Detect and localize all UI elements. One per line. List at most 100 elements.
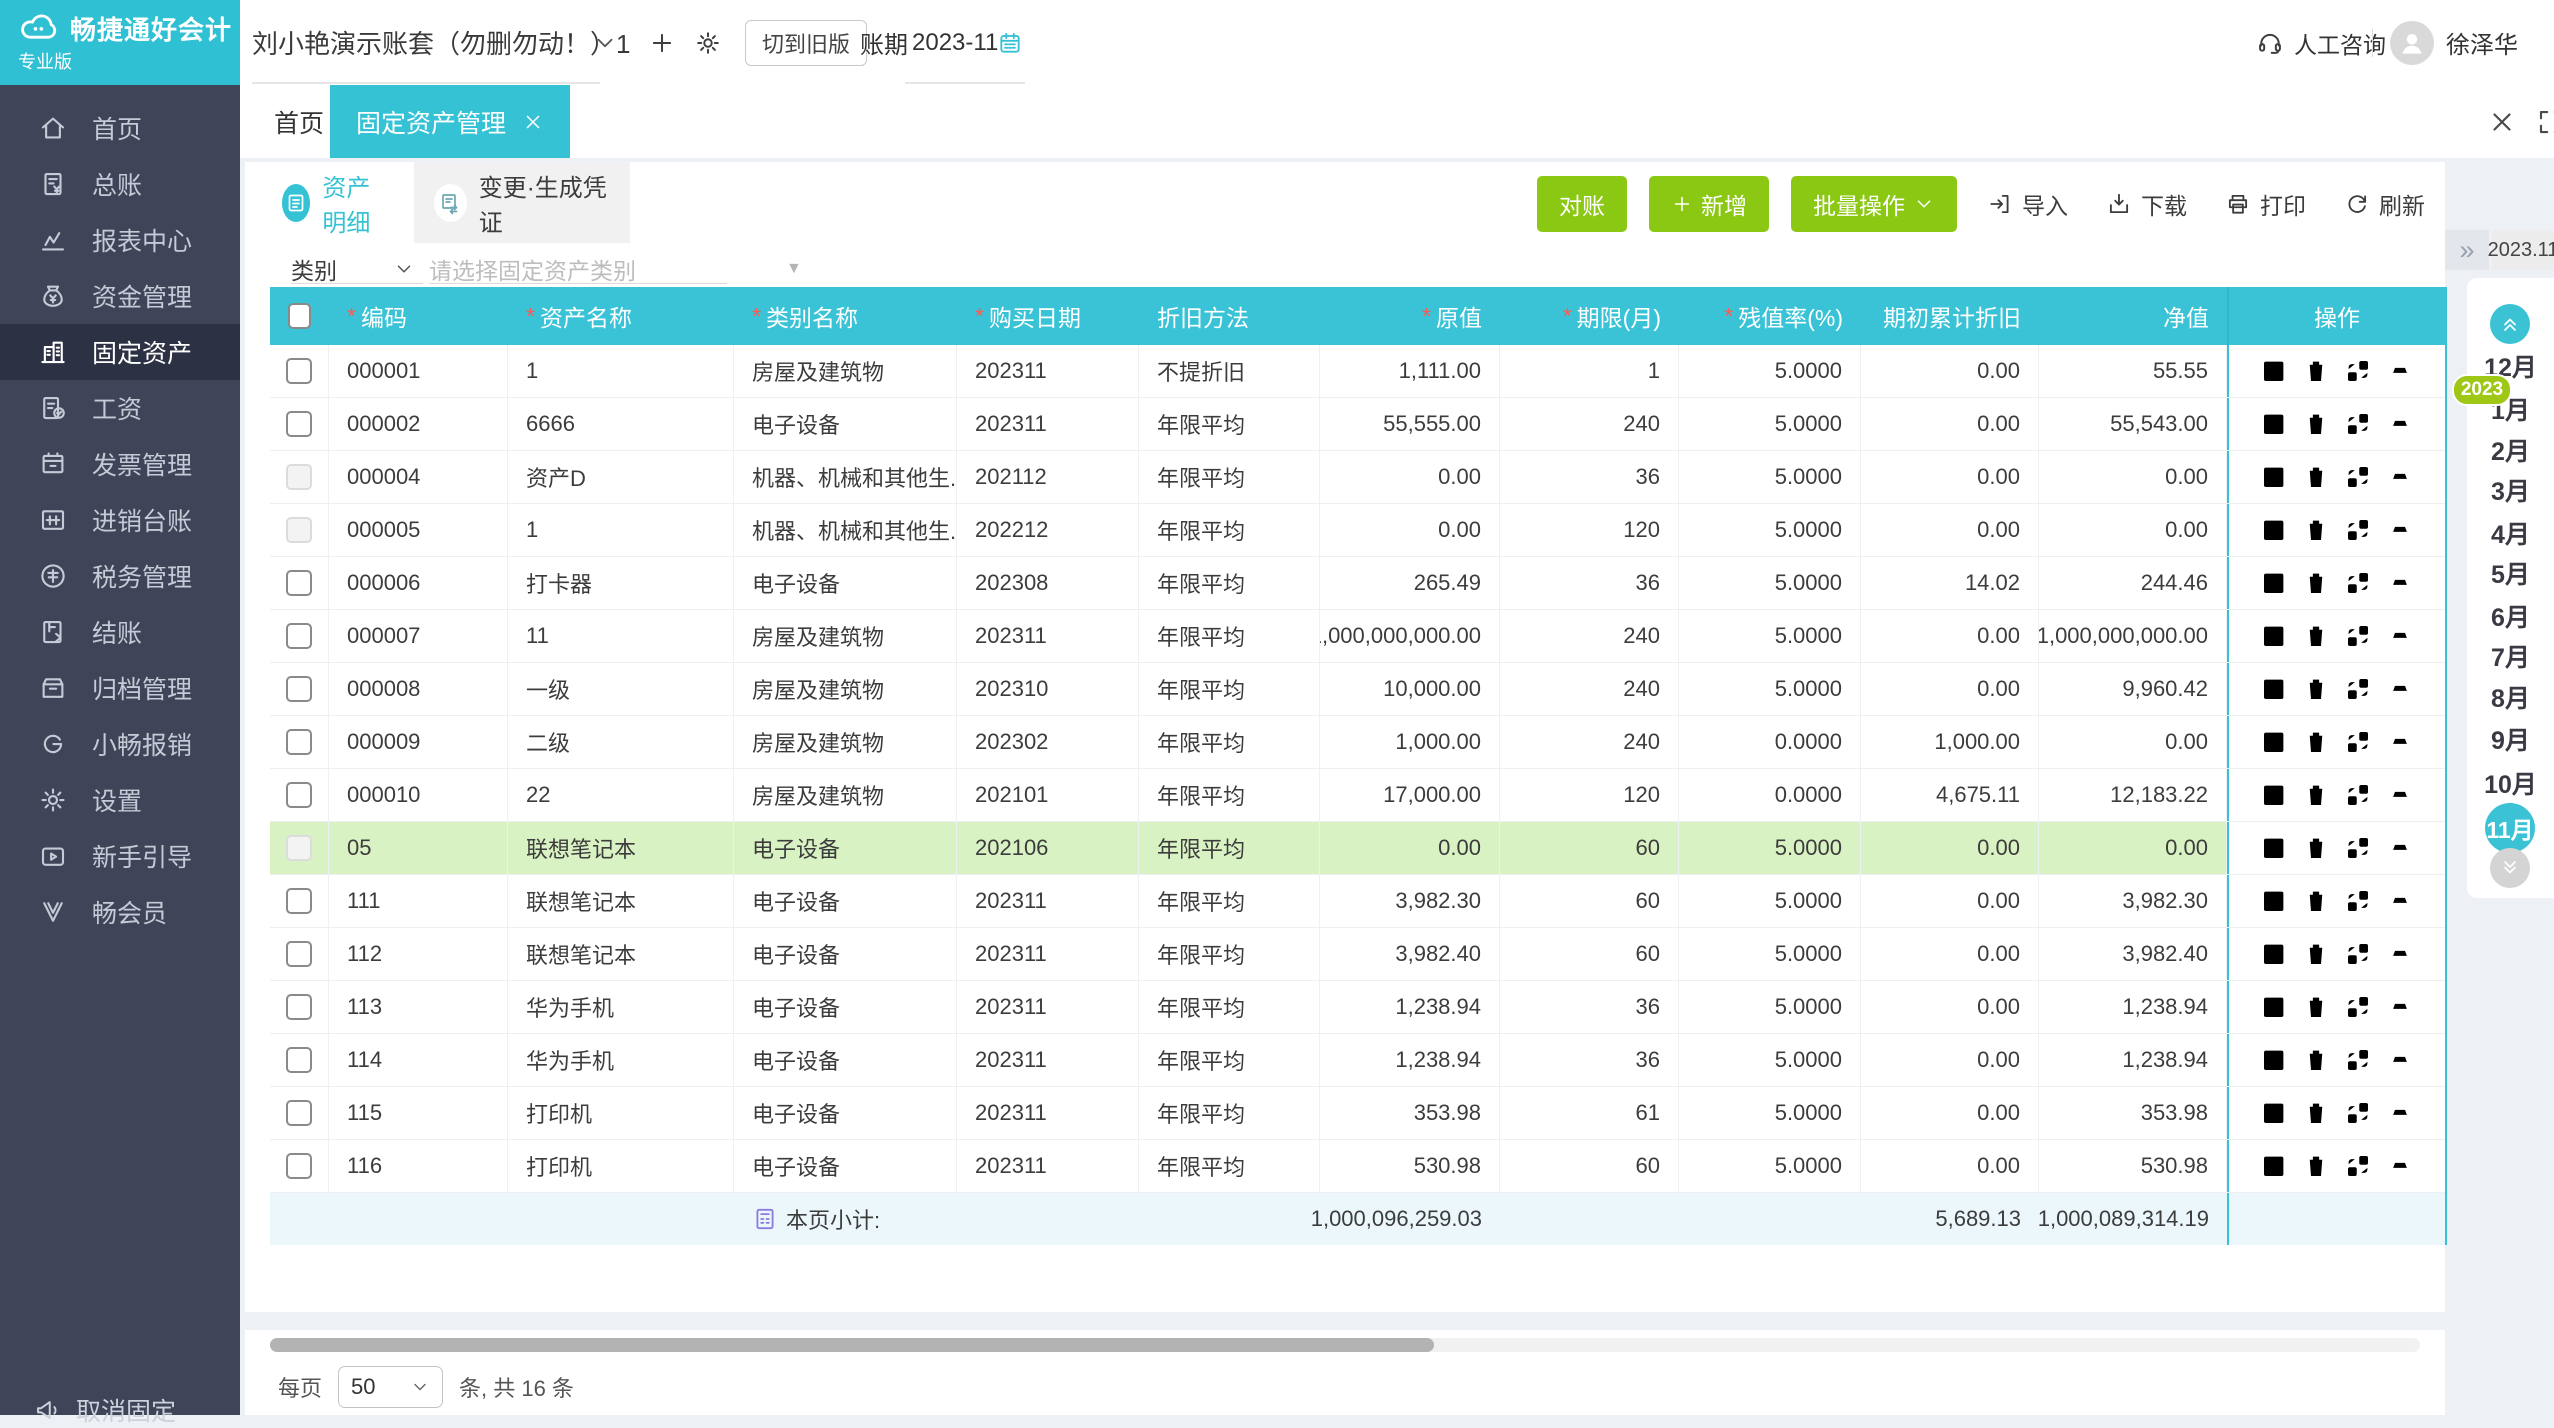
subtab-asset-detail[interactable]: 资产明细 — [262, 162, 414, 243]
period-selector[interactable]: 2023-11 — [912, 0, 998, 85]
row-checkbox[interactable] — [286, 411, 312, 437]
category-value-select[interactable]: 请选择固定资产类别 ▼ — [429, 252, 802, 286]
month-item[interactable]: 4月 — [2491, 521, 2530, 549]
sidebar-item-purchase-sales[interactable]: 进销台账 — [0, 492, 240, 548]
cell-net: 244.46 — [2039, 557, 2227, 609]
reconcile-button[interactable]: 对账 — [1537, 176, 1627, 232]
edit-action-icon[interactable] — [2257, 1043, 2291, 1077]
sidebar-item-archive[interactable]: 归档管理 — [0, 660, 240, 716]
account-selector[interactable]: 刘小艳演示账套（勿删勿动！）1 — [252, 0, 630, 85]
edit-action-icon[interactable] — [2257, 407, 2291, 441]
row-checkbox[interactable] — [286, 941, 312, 967]
close-tab-icon[interactable] — [522, 111, 544, 133]
edit-action-icon[interactable] — [2257, 884, 2291, 918]
edit-action-icon[interactable] — [2257, 672, 2291, 706]
row-checkbox[interactable] — [286, 570, 312, 596]
row-checkbox[interactable] — [286, 888, 312, 914]
row-checkbox[interactable] — [286, 1153, 312, 1179]
sidebar-item-expense[interactable]: 小畅报销 — [0, 716, 240, 772]
edit-action-icon[interactable] — [2257, 990, 2291, 1024]
footer-cell — [1679, 1193, 1861, 1245]
scroll-months-down-button[interactable] — [2490, 848, 2530, 888]
fullscreen-icon[interactable] — [2536, 107, 2554, 137]
row-checkbox[interactable] — [286, 1047, 312, 1073]
row-checkbox[interactable] — [286, 729, 312, 755]
sidebar-item-funds[interactable]: 资金管理 — [0, 268, 240, 324]
delete-action-icon[interactable] — [2299, 619, 2333, 653]
edit-action-icon[interactable] — [2257, 937, 2291, 971]
sidebar-item-payroll[interactable]: 工资 — [0, 380, 240, 436]
sidebar-item-guide[interactable]: 新手引导 — [0, 828, 240, 884]
row-actions — [2227, 1140, 2445, 1192]
sidebar-item-fixed-assets[interactable]: 固定资产 — [0, 324, 240, 380]
month-item-selected[interactable]: 11月 — [2485, 803, 2535, 853]
sidebar-announcement[interactable]: 取消固定 — [34, 1392, 176, 1428]
horizontal-scrollbar-thumb[interactable] — [270, 1338, 1434, 1352]
collapse-rail-handle[interactable]: » — [2445, 230, 2489, 270]
delete-action-icon[interactable] — [2299, 407, 2333, 441]
switch-old-version-button[interactable]: 切到旧版 — [745, 19, 868, 66]
edit-action-icon[interactable] — [2257, 566, 2291, 600]
month-item[interactable]: 10月 — [2484, 771, 2537, 799]
row-checkbox[interactable] — [286, 623, 312, 649]
per-page-select[interactable]: 50 — [338, 1366, 444, 1408]
month-item[interactable]: 3月 — [2491, 478, 2530, 506]
row-checkbox[interactable] — [286, 994, 312, 1020]
tab-home[interactable]: 首页 — [260, 85, 338, 158]
sidebar-item-settings[interactable]: 设置 — [0, 772, 240, 828]
sidebar-item-vip[interactable]: 畅会员 — [0, 884, 240, 940]
support-link[interactable]: 人工咨询 — [2256, 0, 2386, 85]
cleanup-action-icon[interactable] — [2383, 672, 2417, 706]
subtab-change-voucher[interactable]: 变更·生成凭证 — [414, 162, 630, 243]
month-item[interactable]: 9月 — [2491, 727, 2530, 755]
tab-fixed-assets[interactable]: 固定资产管理 — [330, 85, 571, 158]
print-button[interactable]: 打印 — [2217, 187, 2314, 221]
edit-action-icon[interactable] — [2257, 1149, 2291, 1183]
user-menu[interactable] — [2390, 0, 2434, 85]
month-item[interactable]: 7月 — [2491, 644, 2530, 672]
sidebar-item-closing[interactable]: 结账 — [0, 604, 240, 660]
month-item[interactable]: 8月 — [2491, 685, 2530, 713]
account-settings-button[interactable] — [694, 0, 722, 85]
month-item[interactable]: 2月 — [2491, 438, 2530, 466]
delete-action-icon[interactable] — [2299, 990, 2333, 1024]
delete-action-icon[interactable] — [2299, 1149, 2333, 1183]
period-calendar-button[interactable] — [997, 0, 1023, 85]
month-item[interactable]: 5月 — [2491, 561, 2530, 589]
delete-action-icon[interactable] — [2299, 937, 2333, 971]
delete-action-icon[interactable] — [2299, 1043, 2333, 1077]
batch-actions-button[interactable]: 批量操作 — [1791, 176, 1957, 232]
download-button[interactable]: 下载 — [2098, 187, 2195, 221]
sidebar-item-report[interactable]: 报表中心 — [0, 212, 240, 268]
select-all-checkbox[interactable] — [288, 303, 311, 329]
add-account-button[interactable] — [648, 0, 676, 85]
cleanup-action-icon[interactable] — [2383, 566, 2417, 600]
cleanup-action-icon[interactable] — [2383, 778, 2417, 812]
edit-action-icon[interactable] — [2257, 1096, 2291, 1130]
row-checkbox[interactable] — [286, 782, 312, 808]
sidebar-item-invoice[interactable]: 发票管理 — [0, 436, 240, 492]
edit-action-icon[interactable] — [2257, 354, 2291, 388]
edit-action-icon[interactable] — [2257, 725, 2291, 759]
delete-action-icon[interactable] — [2299, 354, 2333, 388]
category-field-dropdown[interactable]: 类别 — [291, 252, 415, 286]
month-item[interactable]: 6月 — [2491, 604, 2530, 632]
delete-action-icon[interactable] — [2299, 884, 2333, 918]
row-checkbox[interactable] — [286, 358, 312, 384]
sidebar-item-tax[interactable]: 税务管理 — [0, 548, 240, 604]
delete-action-icon[interactable] — [2299, 1096, 2333, 1130]
edit-action-icon[interactable] — [2257, 619, 2291, 653]
close-workspace-icon[interactable] — [2487, 107, 2517, 137]
sidebar-item-ledger[interactable]: 总账 — [0, 156, 240, 212]
cleanup-action-icon[interactable] — [2383, 725, 2417, 759]
edit-action-icon[interactable] — [2257, 778, 2291, 812]
row-checkbox[interactable] — [286, 1100, 312, 1126]
refresh-button[interactable]: 刷新 — [2336, 187, 2433, 221]
import-button[interactable]: 导入 — [1979, 187, 2076, 221]
row-checkbox[interactable] — [286, 676, 312, 702]
delete-action-icon[interactable] — [2299, 566, 2333, 600]
account-dropdown[interactable] — [592, 0, 618, 85]
scroll-months-up-button[interactable] — [2490, 304, 2530, 344]
add-asset-button[interactable]: 新增 — [1649, 176, 1769, 232]
sidebar-item-home[interactable]: 首页 — [0, 100, 240, 156]
